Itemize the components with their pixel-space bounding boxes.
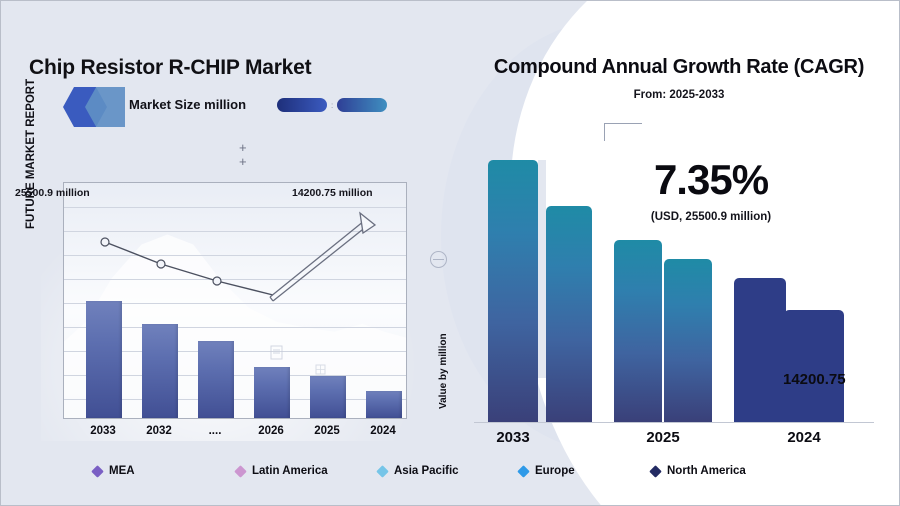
left-panel: Chip Resistor R-CHIP Market Market Size … bbox=[1, 1, 456, 505]
x-label-2025: 2025 bbox=[314, 425, 340, 437]
legend-item-north-america[interactable]: North America bbox=[649, 464, 746, 478]
cagr-title: Compound Annual Growth Rate (CAGR) bbox=[493, 56, 865, 78]
bar-2024-upper bbox=[734, 278, 786, 422]
gridline bbox=[64, 327, 406, 328]
gridline bbox=[64, 255, 406, 256]
pill-swatch-primary bbox=[277, 98, 327, 112]
legend-diamond-icon bbox=[649, 464, 662, 478]
gridline bbox=[64, 231, 406, 232]
legend-item-mea[interactable]: MEA bbox=[91, 464, 135, 478]
legend-diamond-icon bbox=[376, 464, 389, 478]
right-chart-x-labels: 2033 2025 2024 bbox=[456, 429, 899, 451]
cagr-bar-chart bbox=[466, 151, 896, 423]
legend-item-asia-pacific[interactable]: Asia Pacific bbox=[376, 464, 459, 478]
x-label-ellipsis: .... bbox=[208, 425, 222, 437]
left-bar-chart bbox=[63, 182, 407, 419]
legend-diamond-icon bbox=[91, 464, 104, 478]
bar-2024 bbox=[366, 391, 402, 418]
legend-item-europe[interactable]: Europe bbox=[517, 464, 575, 478]
value-label-14200: 14200.75 bbox=[783, 371, 846, 388]
plus-marks-decoration: + + bbox=[239, 141, 247, 169]
legend: MEA Latin America Asia Pacific Europe No… bbox=[1, 464, 899, 487]
y-axis-label-left: FUTURE MARKET REPORT bbox=[25, 78, 37, 229]
gridline bbox=[64, 207, 406, 208]
legend-pills: : bbox=[277, 98, 388, 112]
axis-tick-marker bbox=[604, 123, 642, 141]
gridline bbox=[64, 351, 406, 352]
annotation-left-value: 25500.9 million bbox=[15, 187, 90, 199]
grid-icon bbox=[315, 364, 326, 375]
legend-diamond-icon bbox=[517, 464, 530, 478]
plus-icon-1: + bbox=[239, 140, 247, 155]
bar-2025-lower bbox=[664, 259, 712, 422]
y-axis-label-right: Value by million bbox=[438, 333, 449, 409]
gridline bbox=[64, 375, 406, 376]
plus-icon-2: + bbox=[239, 154, 247, 169]
bar-gap-2033 bbox=[538, 160, 546, 378]
legend-item-latin-america[interactable]: Latin America bbox=[234, 464, 328, 478]
document-icon bbox=[270, 345, 283, 360]
baseline bbox=[474, 422, 874, 423]
gridline bbox=[64, 279, 406, 280]
series-label: Market Size million bbox=[129, 97, 247, 112]
legend-label: Asia Pacific bbox=[394, 465, 459, 477]
right-panel: Compound Annual Growth Rate (CAGR) From:… bbox=[456, 1, 899, 505]
x-label-right-2033: 2033 bbox=[496, 429, 530, 446]
bar-2033 bbox=[86, 301, 122, 418]
legend-label: MEA bbox=[109, 465, 135, 477]
growth-arrow-icon bbox=[269, 211, 377, 302]
bar-2024-lower bbox=[784, 310, 844, 422]
gridline bbox=[64, 399, 406, 400]
gridline bbox=[64, 303, 406, 304]
x-label-2026: 2026 bbox=[258, 425, 284, 437]
pill-separator: : bbox=[331, 100, 334, 110]
cagr-value: 7.35% bbox=[653, 156, 769, 203]
pill-swatch-secondary bbox=[337, 98, 388, 112]
legend-diamond-icon bbox=[234, 464, 247, 478]
cagr-period: From: 2025-2033 bbox=[633, 89, 725, 101]
x-label-2024: 2024 bbox=[370, 425, 396, 437]
no-entry-icon bbox=[430, 251, 447, 268]
x-label-2033: 2033 bbox=[90, 425, 116, 437]
bar-2025 bbox=[310, 376, 346, 418]
legend-label: North America bbox=[667, 465, 746, 477]
brand-row: Market Size million : bbox=[63, 87, 443, 129]
page-title: Chip Resistor R-CHIP Market bbox=[29, 56, 312, 79]
bar-2032 bbox=[142, 324, 178, 418]
bar-2025-upper bbox=[614, 240, 662, 422]
bar-2033-upper bbox=[488, 160, 538, 422]
legend-label: Latin America bbox=[252, 465, 328, 477]
cagr-usd-note: (USD, 25500.9 million) bbox=[650, 211, 772, 223]
annotation-right-value: 14200.75 million bbox=[292, 187, 373, 199]
x-label-2032: 2032 bbox=[146, 425, 172, 437]
bar-mid bbox=[198, 341, 234, 418]
x-label-right-2024: 2024 bbox=[787, 429, 821, 446]
left-chart-x-labels: 2033 2032 .... 2026 2025 2024 bbox=[63, 425, 407, 445]
hexagon-logo-icon bbox=[63, 87, 125, 127]
bar-2033-lower bbox=[546, 206, 592, 422]
bar-2026 bbox=[254, 367, 290, 418]
trend-line bbox=[100, 237, 274, 296]
x-label-right-2025: 2025 bbox=[646, 429, 680, 446]
legend-label: Europe bbox=[535, 465, 575, 477]
